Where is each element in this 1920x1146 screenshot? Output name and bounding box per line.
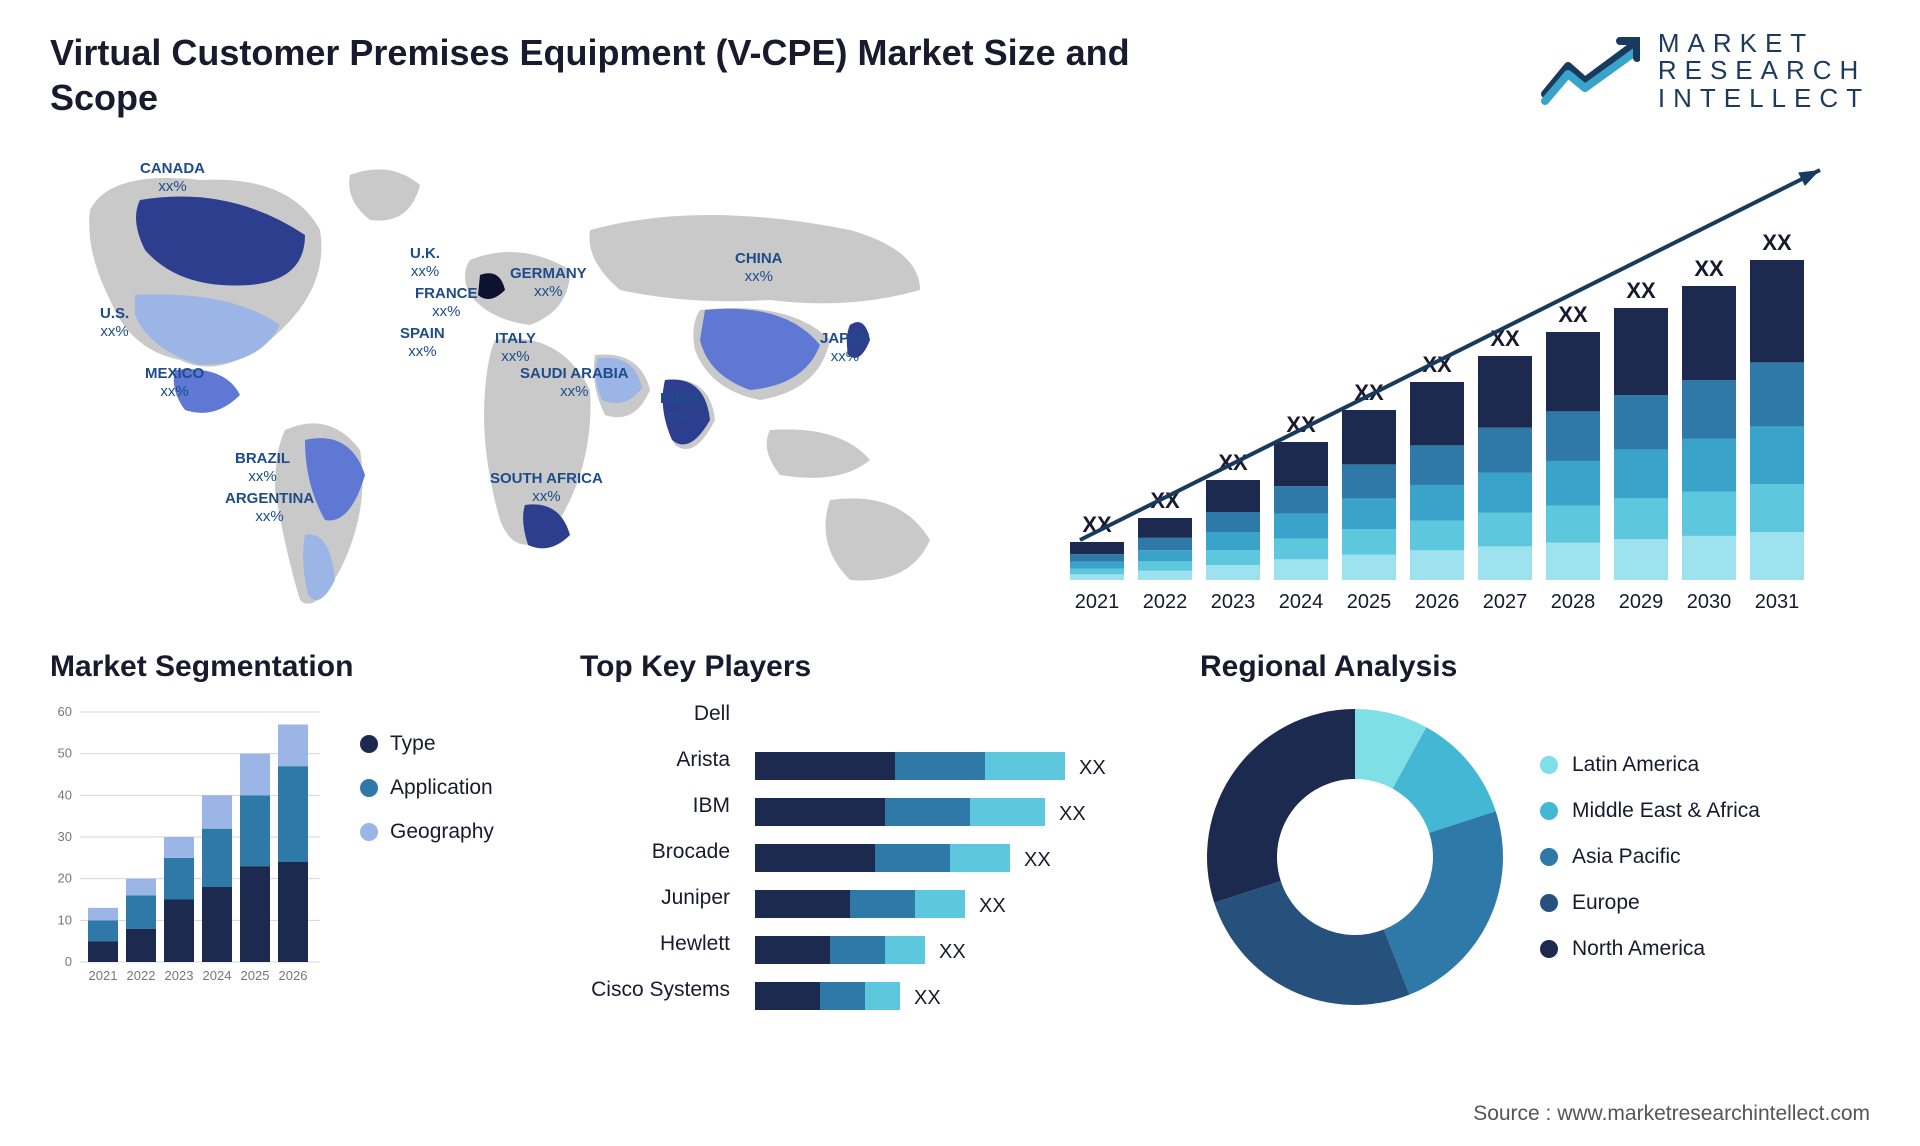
map-label-mexico: MEXICOxx% [145, 365, 204, 401]
svg-text:XX: XX [1490, 326, 1520, 351]
segmentation-legend: Type Application Geography [360, 702, 494, 992]
player-label: IBM [580, 794, 730, 818]
map-label-u-k-: U.K.xx% [410, 245, 440, 281]
segmentation-chart: 0 10 20 30 40 50 60 2021 2022 2023 2024 2025 2026 [50, 702, 330, 992]
segmentation-title: Market Segmentation [50, 650, 550, 684]
svg-text:2021: 2021 [89, 968, 118, 983]
svg-text:2029: 2029 [1619, 591, 1664, 613]
map-label-brazil: BRAZILxx% [235, 450, 290, 486]
header: Virtual Customer Premises Equipment (V-C… [50, 30, 1870, 120]
svg-text:2031: 2031 [1755, 591, 1800, 613]
map-label-argentina: ARGENTINAxx% [225, 490, 314, 526]
growth-chart: XX2021XX2022XX2023XX2024XX2025XX2026XX20… [1010, 140, 1850, 620]
svg-text:2021: 2021 [1075, 591, 1120, 613]
map-label-germany: GERMANYxx% [510, 265, 587, 301]
svg-text:2027: 2027 [1483, 591, 1528, 613]
player-label: Brocade [580, 840, 730, 864]
regional-legend: Latin America Middle East & Africa Asia Pa… [1540, 753, 1760, 961]
svg-text:XX: XX [914, 987, 941, 1009]
regional-legend-item: Middle East & Africa [1540, 799, 1760, 823]
source-text: Source : www.marketresearchintellect.com [1473, 1102, 1870, 1126]
regional-title: Regional Analysis [1200, 650, 1850, 684]
map-label-japan: JAPANxx% [820, 330, 870, 366]
player-label: Dell [580, 702, 730, 726]
market-segmentation: Market Segmentation 0 10 20 30 40 50 60 2021 202… [50, 650, 550, 1022]
svg-text:XX: XX [1059, 803, 1086, 825]
top-row: CANADAxx% U.S.xx% MEXICOxx% BRAZILxx% ARGENT… [50, 140, 1870, 640]
map-label-saudi-arabia: SAUDI ARABIAxx% [520, 365, 629, 401]
svg-text:40: 40 [58, 787, 72, 802]
svg-text:2024: 2024 [203, 968, 232, 983]
svg-text:2023: 2023 [165, 968, 194, 983]
map-label-china: CHINAxx% [735, 250, 783, 286]
player-label: Hewlett [580, 932, 730, 956]
svg-text:XX: XX [1079, 757, 1106, 779]
svg-text:2030: 2030 [1687, 591, 1732, 613]
svg-text:XX: XX [1762, 230, 1792, 255]
svg-text:2023: 2023 [1211, 591, 1256, 613]
regional-legend-item: Asia Pacific [1540, 845, 1760, 869]
svg-text:XX: XX [1558, 302, 1588, 327]
map-label-south-africa: SOUTH AFRICAxx% [490, 470, 603, 506]
map-label-italy: ITALYxx% [495, 330, 536, 366]
regional-legend-item: Europe [1540, 891, 1760, 915]
page-title: Virtual Customer Premises Equipment (V-C… [50, 30, 1200, 120]
player-label: Juniper [580, 886, 730, 910]
logo-icon [1540, 36, 1640, 106]
seg-legend-item: Application [360, 776, 494, 800]
svg-text:2024: 2024 [1279, 591, 1324, 613]
players-chart: XX XX XX XX XX XX [755, 702, 1155, 1022]
map-label-france: FRANCExx% [415, 285, 478, 321]
map-label-canada: CANADAxx% [140, 160, 205, 196]
regional-legend-item: North America [1540, 937, 1760, 961]
svg-text:2026: 2026 [1415, 591, 1460, 613]
top-key-players: Top Key Players Dell Arista IBM Brocade Juni… [580, 650, 1170, 1022]
regional-analysis: Regional Analysis Latin America Middle Ea… [1200, 650, 1850, 1022]
svg-text:50: 50 [58, 746, 72, 761]
svg-text:2022: 2022 [127, 968, 156, 983]
players-title: Top Key Players [580, 650, 1170, 684]
svg-text:2025: 2025 [241, 968, 270, 983]
svg-text:2022: 2022 [1143, 591, 1188, 613]
player-label: Arista [580, 748, 730, 772]
svg-text:20: 20 [58, 871, 72, 886]
brand-logo: MARKET RESEARCH INTELLECT [1540, 30, 1870, 112]
svg-text:2025: 2025 [1347, 591, 1392, 613]
svg-text:XX: XX [1024, 849, 1051, 871]
bottom-row: Market Segmentation 0 10 20 30 40 50 60 2021 202… [50, 650, 1870, 1022]
player-label: Cisco Systems [580, 978, 730, 1002]
map-label-u-s-: U.S.xx% [100, 305, 129, 341]
world-map: CANADAxx% U.S.xx% MEXICOxx% BRAZILxx% ARGENT… [50, 140, 970, 640]
regional-legend-item: Latin America [1540, 753, 1760, 777]
players-labels: Dell Arista IBM Brocade Juniper Hewlett Cisco … [580, 702, 730, 1002]
seg-legend-item: Type [360, 732, 494, 756]
svg-text:10: 10 [58, 912, 72, 927]
svg-text:XX: XX [939, 941, 966, 963]
svg-text:XX: XX [1626, 278, 1656, 303]
map-label-india: INDIAxx% [660, 390, 701, 426]
svg-text:30: 30 [58, 829, 72, 844]
svg-text:60: 60 [58, 704, 72, 719]
seg-legend-item: Geography [360, 820, 494, 844]
svg-text:2026: 2026 [279, 968, 308, 983]
svg-text:2028: 2028 [1551, 591, 1596, 613]
logo-text: MARKET RESEARCH INTELLECT [1658, 30, 1870, 112]
svg-text:XX: XX [979, 895, 1006, 917]
svg-text:0: 0 [65, 954, 72, 969]
regional-donut [1200, 702, 1510, 1012]
map-label-spain: SPAINxx% [400, 325, 445, 361]
svg-text:XX: XX [1694, 256, 1724, 281]
